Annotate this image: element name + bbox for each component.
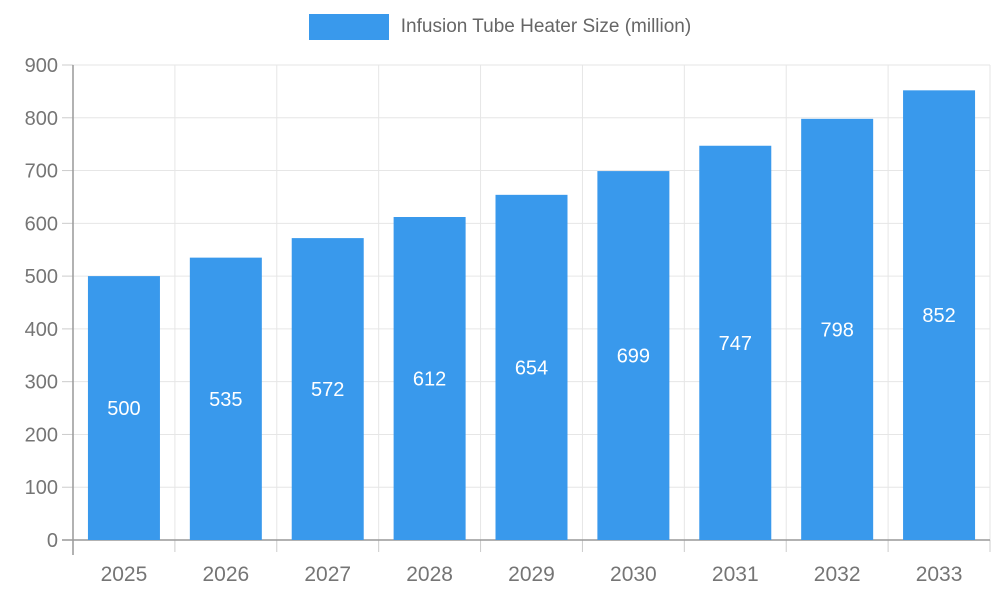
y-tick-label: 100 (25, 477, 58, 499)
y-tick-label: 300 (25, 372, 58, 394)
bar[interactable] (393, 217, 466, 540)
bar[interactable] (87, 276, 160, 540)
x-tick-label: 2030 (610, 563, 657, 586)
bar[interactable] (903, 90, 976, 540)
legend[interactable]: Infusion Tube Heater Size (million) (0, 14, 1000, 40)
bar-value-label: 535 (209, 389, 242, 411)
bar[interactable] (699, 145, 772, 540)
x-tick-label: 2027 (304, 563, 351, 586)
y-tick-label: 800 (25, 108, 58, 130)
y-tick-label: 700 (25, 161, 58, 183)
bar-value-label: 612 (413, 369, 446, 391)
bar-value-label: 798 (820, 319, 853, 341)
x-tick-label: 2033 (916, 563, 963, 586)
y-tick-label: 0 (47, 530, 58, 552)
x-tick-label: 2032 (814, 563, 861, 586)
x-tick-label: 2029 (508, 563, 555, 586)
bar[interactable] (189, 257, 262, 540)
legend-label: Infusion Tube Heater Size (million) (400, 16, 692, 37)
y-tick-label: 900 (25, 55, 58, 77)
bar-value-label: 852 (922, 305, 955, 327)
bar-value-label: 572 (311, 379, 344, 401)
bar-value-label: 500 (107, 398, 140, 420)
bar-value-label: 747 (719, 333, 752, 355)
bar-value-label: 699 (617, 346, 650, 368)
y-tick-label: 500 (25, 266, 58, 288)
y-tick-label: 200 (25, 424, 58, 446)
bar[interactable] (597, 171, 670, 541)
x-tick-label: 2031 (712, 563, 759, 586)
y-tick-label: 600 (25, 213, 58, 235)
x-tick-label: 2025 (101, 563, 148, 586)
bar-value-label: 654 (515, 357, 548, 379)
legend-swatch-icon (308, 14, 389, 40)
bar[interactable] (801, 118, 874, 540)
x-tick-label: 2026 (202, 563, 249, 586)
bar[interactable] (495, 194, 568, 541)
y-tick-label: 400 (25, 319, 58, 341)
bar[interactable] (291, 238, 364, 540)
x-tick-label: 2028 (406, 563, 453, 586)
